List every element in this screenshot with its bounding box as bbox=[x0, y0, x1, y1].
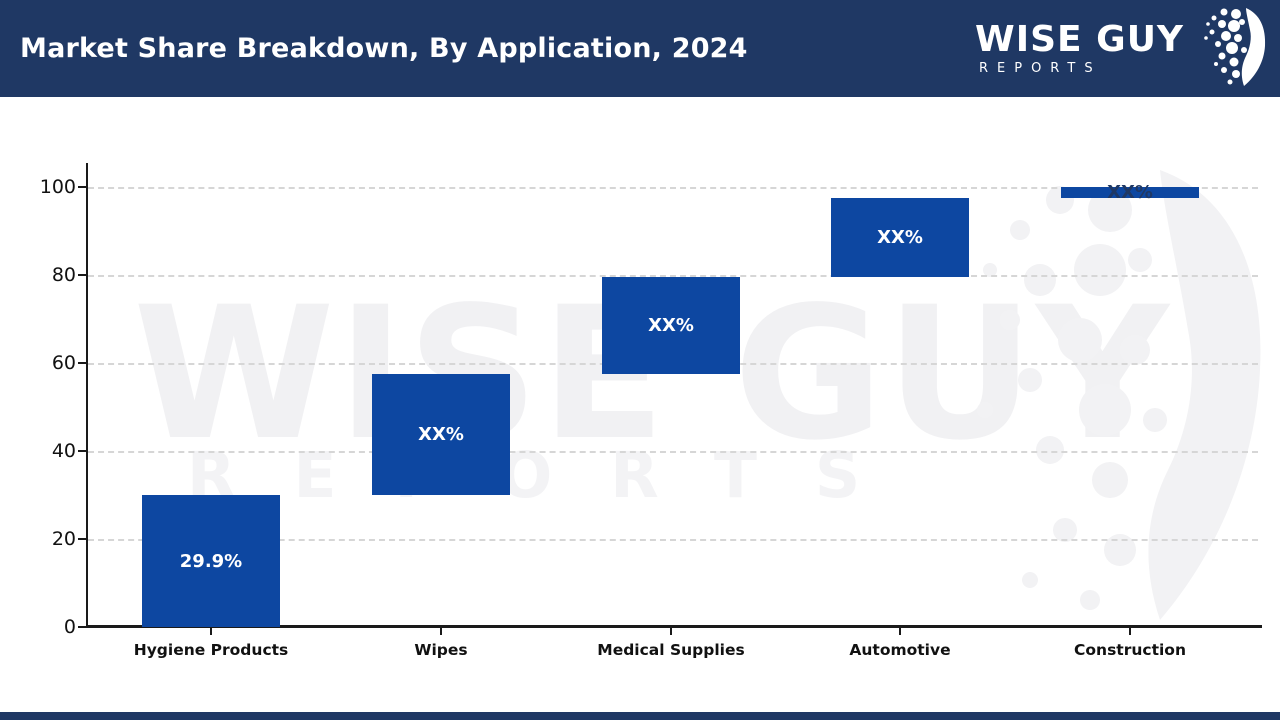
gridline-80 bbox=[88, 275, 1258, 277]
x-axis-tick bbox=[210, 627, 212, 635]
wise-guy-logo: WISE GUY REPORTS bbox=[975, 4, 1280, 94]
page-title: Market Share Breakdown, By Application, … bbox=[20, 33, 748, 64]
bar-hygiene-products: 29.9% bbox=[142, 495, 280, 627]
x-axis-category-label: Construction bbox=[1074, 641, 1186, 659]
bar-value-label: 29.9% bbox=[179, 550, 243, 572]
bar-automotive: XX% bbox=[831, 198, 969, 278]
y-axis-tick-label: 40 bbox=[51, 440, 76, 462]
x-axis-category-label: Automotive bbox=[849, 641, 951, 659]
logo-text: WISE GUY REPORTS bbox=[974, 19, 1184, 76]
x-axis-tick bbox=[670, 627, 672, 635]
y-axis-tick-label: 100 bbox=[39, 176, 76, 198]
footer-bar bbox=[0, 712, 1280, 720]
bar-medical-supplies: XX% bbox=[602, 277, 740, 374]
bar-wipes: XX% bbox=[372, 374, 510, 496]
bar-value-label: XX% bbox=[648, 315, 694, 337]
y-axis-tick bbox=[78, 186, 86, 188]
y-axis-tick-label: 0 bbox=[63, 616, 76, 638]
y-axis-tick bbox=[78, 538, 86, 540]
y-axis-tick bbox=[78, 362, 86, 364]
y-axis-line bbox=[86, 163, 88, 627]
dotted-face-logo-icon bbox=[1190, 4, 1266, 94]
x-axis-tick bbox=[1129, 627, 1131, 635]
y-axis-tick-label: 20 bbox=[51, 528, 76, 550]
y-axis-tick bbox=[78, 450, 86, 452]
y-axis-tick-label: 80 bbox=[51, 264, 76, 286]
x-axis-category-label: Wipes bbox=[414, 641, 468, 659]
bar-value-label: XX% bbox=[418, 424, 464, 446]
gridline-20 bbox=[88, 539, 1258, 541]
bar-construction: XX% bbox=[1061, 182, 1199, 203]
bar-value-label: XX% bbox=[1107, 182, 1153, 203]
y-axis-tick bbox=[78, 274, 86, 276]
logo-wordmark: WISE GUY bbox=[974, 19, 1184, 60]
x-axis-tick bbox=[440, 627, 442, 635]
bar-value-label: XX% bbox=[877, 227, 923, 249]
gridline-40 bbox=[88, 451, 1258, 453]
logo-subtitle: REPORTS bbox=[978, 61, 1102, 76]
gridline-100 bbox=[88, 187, 1258, 189]
y-axis-tick-label: 60 bbox=[51, 352, 76, 374]
x-axis-category-label: Medical Supplies bbox=[597, 641, 745, 659]
x-axis-category-label: Hygiene Products bbox=[133, 641, 289, 659]
header-bar: Market Share Breakdown, By Application, … bbox=[0, 0, 1280, 97]
y-axis-tick bbox=[78, 626, 86, 628]
x-axis-tick bbox=[899, 627, 901, 635]
x-axis-line bbox=[86, 625, 1262, 628]
